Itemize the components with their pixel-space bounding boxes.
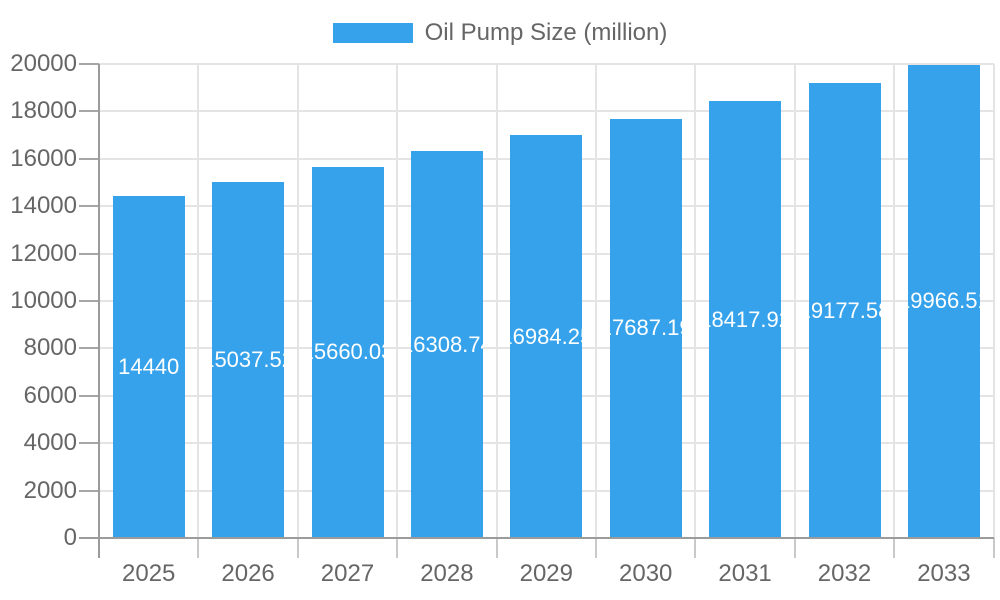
gridline-vertical <box>495 64 498 538</box>
y-axis-tick-label: 8000 <box>23 334 77 362</box>
x-axis-tick <box>595 538 597 558</box>
x-axis-tick-label: 2026 <box>221 560 275 587</box>
y-axis-tick <box>79 63 99 65</box>
bar-2028[interactable]: 16308.74 <box>410 151 483 538</box>
bar-2026[interactable]: 15037.52 <box>212 181 285 538</box>
y-axis-tick-label: 6000 <box>23 381 77 409</box>
y-axis-line <box>98 64 100 558</box>
x-axis-tick-label: 2031 <box>718 560 772 587</box>
y-axis-tick <box>79 252 99 255</box>
y-axis-tick <box>79 394 99 397</box>
y-axis-tick-label: 0 <box>63 524 77 551</box>
gridline-horizontal <box>99 110 994 113</box>
x-axis-tick <box>296 538 299 558</box>
bar-value-label: 19966.51 <box>908 288 980 314</box>
y-axis-tick-label: 2000 <box>23 476 77 504</box>
x-axis-tick-label: 2032 <box>817 560 872 587</box>
x-axis-tick-label: 2033 <box>917 560 971 587</box>
x-axis-tick-label: 2030 <box>619 560 673 587</box>
legend-item[interactable]: Oil Pump Size (million) <box>0 21 1000 45</box>
x-axis-tick <box>992 538 995 558</box>
y-axis-tick <box>79 489 99 492</box>
bar-value-label: 16308.74 <box>411 331 483 357</box>
x-axis-tick-label: 2028 <box>420 560 474 587</box>
y-axis-tick-label: 14000 <box>10 192 77 220</box>
legend-label: Oil Pump Size (million) <box>424 19 668 46</box>
x-axis-tick-label: 2027 <box>320 560 375 587</box>
bar-2033[interactable]: 19966.51 <box>907 64 980 538</box>
y-axis-tick <box>79 157 99 160</box>
bar-value-label: 17687.19 <box>610 315 682 341</box>
y-axis-tick-label: 12000 <box>10 239 77 267</box>
bar-value-label: 16984.25 <box>510 323 582 349</box>
gridline-horizontal <box>99 63 994 65</box>
x-axis-tick <box>893 538 896 558</box>
bar-value-label: 15037.52 <box>212 346 284 372</box>
bar-2029[interactable]: 16984.25 <box>510 135 583 538</box>
x-axis-tick <box>793 538 796 558</box>
x-axis-tick-label: 2029 <box>519 560 573 587</box>
gridline-vertical <box>296 64 299 538</box>
bar-2027[interactable]: 15660.03 <box>311 166 384 538</box>
y-axis-tick-label: 10000 <box>10 287 77 314</box>
gridline-vertical <box>694 64 697 538</box>
bar-value-label: 18417.92 <box>709 306 781 332</box>
x-axis-line <box>79 537 994 539</box>
y-axis-tick <box>79 347 99 350</box>
y-axis-tick <box>79 442 99 445</box>
bar-2025[interactable]: 14440 <box>112 195 185 538</box>
bar-value-label: 15660.03 <box>312 339 384 365</box>
x-axis-tick <box>495 538 498 558</box>
bar-2030[interactable]: 17687.19 <box>609 118 682 538</box>
bar-2031[interactable]: 18417.92 <box>709 101 782 538</box>
y-axis-tick-label: 16000 <box>10 144 77 172</box>
y-axis-tick-label: 18000 <box>10 97 77 125</box>
bar-value-label: 14440 <box>118 353 180 379</box>
x-axis-tick <box>197 538 200 558</box>
gridline-vertical <box>992 64 995 538</box>
x-axis-tick-label: 2025 <box>122 560 176 587</box>
gridline-vertical <box>197 64 200 538</box>
y-axis-tick-label: 20000 <box>10 50 77 77</box>
x-axis-tick <box>694 538 697 558</box>
y-axis-tick <box>79 110 99 113</box>
y-axis-tick <box>79 300 99 302</box>
x-axis-tick <box>396 538 399 558</box>
y-axis-tick <box>79 205 99 208</box>
gridline-vertical <box>893 64 896 538</box>
gridline-vertical <box>793 64 796 538</box>
y-axis-tick-label: 4000 <box>23 429 77 457</box>
gridline-vertical <box>595 64 597 538</box>
gridline-vertical <box>396 64 399 538</box>
legend-swatch <box>332 23 413 43</box>
